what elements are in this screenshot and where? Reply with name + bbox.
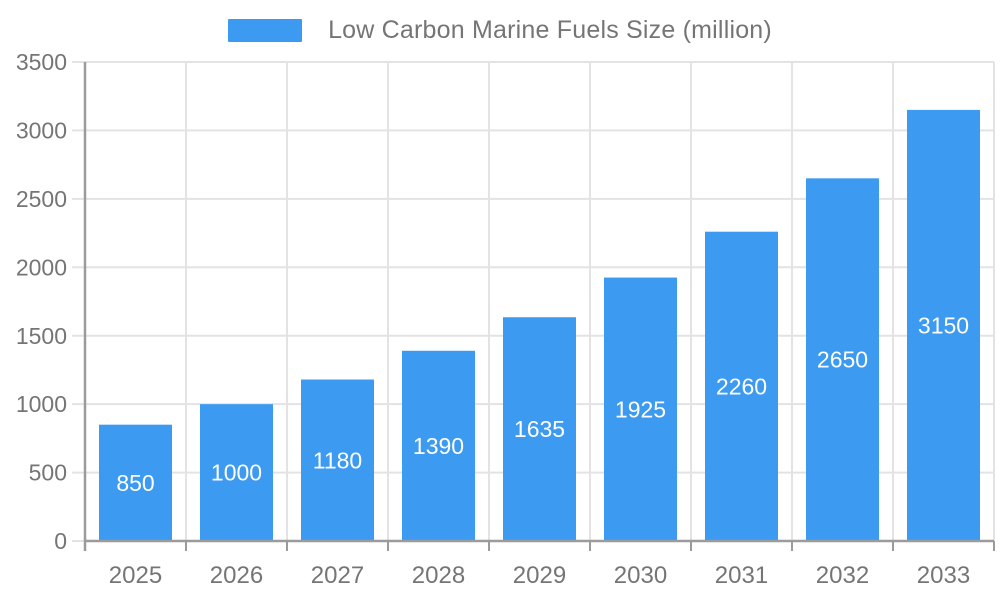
y-axis-label: 1500 <box>16 323 67 349</box>
bar-2032[interactable] <box>806 178 879 541</box>
y-axis-label: 500 <box>29 460 67 486</box>
bar-2031[interactable] <box>705 231 778 540</box>
bar-2030[interactable] <box>604 277 677 540</box>
y-axis-label: 3000 <box>16 117 67 143</box>
legend-swatch-icon <box>228 19 303 42</box>
bar-value-label: 1000 <box>211 460 262 486</box>
bar-value-label: 2650 <box>817 347 868 373</box>
bar-value-label: 1390 <box>413 433 464 459</box>
x-axis-label: 2033 <box>917 562 970 589</box>
y-axis-label: 1000 <box>16 391 67 417</box>
x-axis-label: 2030 <box>614 562 667 589</box>
bar-value-label: 1635 <box>514 416 565 442</box>
x-axis-label: 2032 <box>816 562 869 589</box>
bar-2025[interactable] <box>99 424 172 540</box>
bar-value-label: 2260 <box>716 373 767 399</box>
bar-2029[interactable] <box>503 317 576 540</box>
x-axis-label: 2029 <box>513 562 566 589</box>
y-axis-label: 2500 <box>16 186 67 212</box>
bar-value-label: 1180 <box>313 447 362 473</box>
x-axis-label: 2026 <box>210 562 263 589</box>
y-axis-label: 2000 <box>16 254 67 280</box>
bar-2027[interactable] <box>301 379 374 540</box>
bar-2026[interactable] <box>200 404 273 540</box>
legend[interactable]: Low Carbon Marine Fuels Size (million) <box>0 16 1000 45</box>
legend-label: Low Carbon Marine Fuels Size (million) <box>328 16 772 44</box>
bar-value-label: 3150 <box>918 313 969 339</box>
x-axis-label: 2025 <box>109 562 162 589</box>
bar-2033[interactable] <box>907 109 980 541</box>
y-axis-label: 0 <box>54 528 67 554</box>
bar-value-label: 850 <box>116 470 154 496</box>
bar-2028[interactable] <box>402 350 475 540</box>
bar-value-label: 1925 <box>615 396 666 422</box>
x-axis-label: 2028 <box>412 562 465 589</box>
x-axis-label: 2031 <box>715 562 768 589</box>
x-axis-label: 2027 <box>311 562 364 589</box>
y-axis-label: 3500 <box>16 49 67 75</box>
